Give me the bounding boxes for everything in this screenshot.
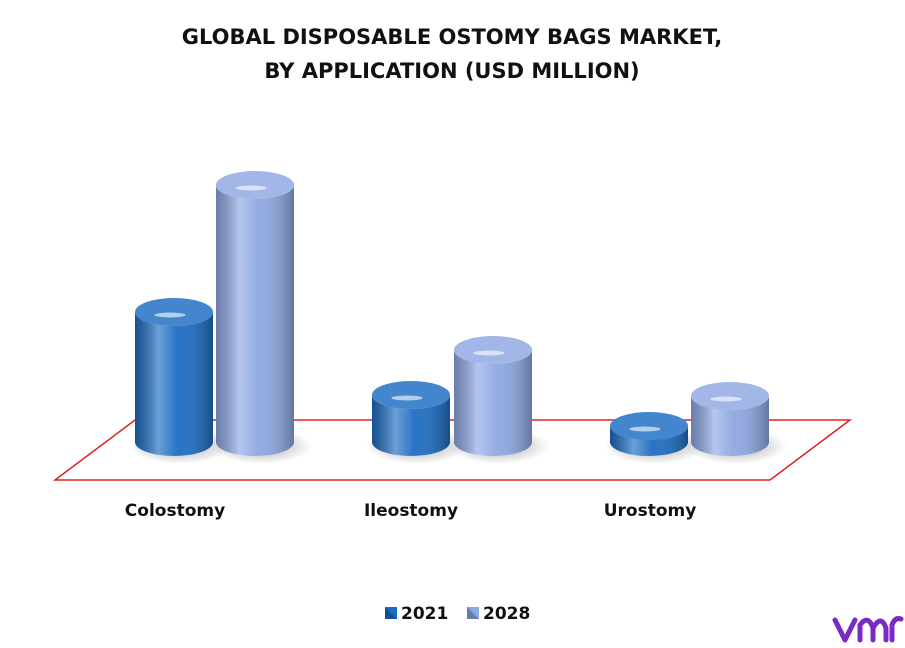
chart-title: GLOBAL DISPOSABLE OSTOMY BAGS MARKET,: [182, 25, 722, 49]
bar-top-glint: [629, 426, 661, 432]
logo-m: [857, 617, 889, 643]
bar-top: [135, 298, 213, 326]
bar-top-shine: [372, 381, 450, 409]
bar-shine: [454, 350, 532, 456]
bar-top-glint: [710, 396, 742, 402]
floor: [52, 419, 853, 481]
bar-top-glint: [235, 185, 267, 191]
x-tick-label: Ileostomy: [364, 501, 458, 521]
bar-top: [454, 336, 532, 364]
bar-top-shine: [135, 298, 213, 326]
logo-r: [889, 616, 904, 643]
x-tick-label: Colostomy: [125, 501, 225, 521]
bar-top-glint: [473, 350, 505, 356]
chart-title: BY APPLICATION (USD MILLION): [264, 59, 639, 83]
legend-swatch-shade: [385, 607, 397, 619]
bar-shine: [216, 185, 294, 456]
bar-top-glint: [391, 395, 423, 401]
logo-v: [832, 617, 858, 643]
logo: [832, 616, 904, 643]
bar-shine: [372, 395, 450, 456]
legend-swatch: [467, 607, 479, 619]
bar-top-shine: [454, 336, 532, 364]
bar-top-shine: [216, 171, 294, 199]
bar-top-glint: [154, 312, 186, 318]
legend-label: 2021: [401, 604, 448, 624]
legend-swatch: [385, 607, 397, 619]
bar-top: [372, 381, 450, 409]
bar-shine: [610, 426, 688, 456]
bar-top: [691, 382, 769, 410]
bar-top-shine: [610, 412, 688, 440]
bar-top-shine: [691, 382, 769, 410]
bar-top: [216, 171, 294, 199]
x-tick-label: Urostomy: [604, 501, 697, 521]
legend-swatch-shade: [467, 607, 479, 619]
bar-shine: [135, 312, 213, 456]
bar-top: [610, 412, 688, 440]
bar-shine: [691, 396, 769, 456]
legend-label: 2028: [483, 604, 530, 624]
